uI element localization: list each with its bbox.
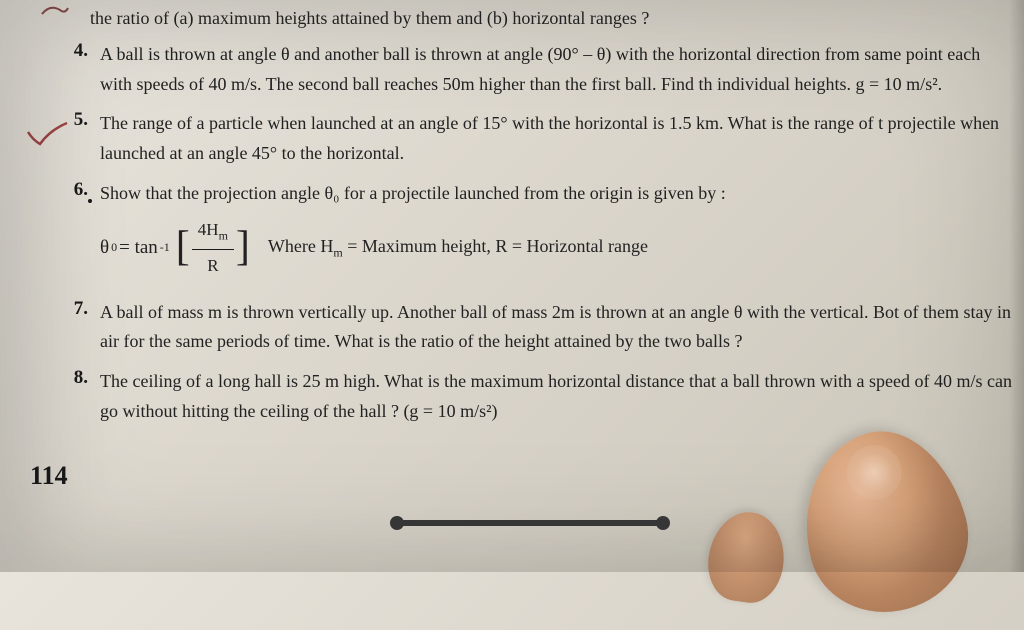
formula-tan: = tan	[119, 232, 158, 263]
question-7: 7. A ball of mass m is thrown vertically…	[60, 298, 1014, 357]
question-number: 6.	[60, 179, 100, 201]
formula-where-clause: Where Hm = Maximum height, R = Horizonta…	[268, 232, 648, 263]
divider-dot-right	[656, 516, 670, 530]
divider-line	[397, 520, 663, 526]
question-number: 5.	[60, 109, 100, 131]
section-divider-icon	[390, 516, 670, 530]
formula-theta-sub: 0	[111, 238, 117, 258]
textbook-page: the ratio of (a) maximum heights attaine…	[0, 0, 1024, 491]
question-text: Show that the projection angle θ₀ for a …	[100, 179, 1014, 288]
question-4: 4. A ball is thrown at angle θ and anoth…	[60, 40, 1014, 99]
formula-theta0: θ0 = tan-1 [ 4Hm R ] Where Hm = Maximum …	[100, 216, 1014, 279]
fraction-denominator: R	[201, 250, 224, 280]
question-number: 7.	[60, 298, 100, 320]
formula-theta: θ	[100, 232, 109, 263]
fraction-numerator: 4Hm	[192, 216, 234, 249]
formula-fraction: 4Hm R	[192, 216, 234, 279]
question-6-intro: Show that the projection angle θ₀ for a …	[100, 183, 726, 203]
question-6: 6. Show that the projection angle θ₀ for…	[60, 179, 1014, 288]
question-text: A ball of mass m is thrown vertically up…	[100, 298, 1014, 357]
question-number: 8.	[60, 367, 100, 389]
question-text: The ceiling of a long hall is 25 m high.…	[100, 367, 1014, 426]
question-5: 5. The range of a particle when launched…	[60, 109, 1014, 168]
finger-photo-element	[703, 507, 790, 607]
partial-question-3-tail: the ratio of (a) maximum heights attaine…	[90, 5, 1014, 32]
left-bracket-icon: [	[176, 231, 190, 265]
question-number: 4.	[60, 40, 100, 62]
question-text: The range of a particle when launched at…	[100, 109, 1014, 168]
page-curl-mark	[40, 2, 70, 22]
question-text: A ball is thrown at angle θ and another …	[100, 40, 1014, 99]
formula-bracket-group: [ 4Hm R ]	[176, 216, 250, 279]
right-bracket-icon: ]	[236, 231, 250, 265]
page-edge-shadow	[1009, 0, 1024, 572]
question-8: 8. The ceiling of a long hall is 25 m hi…	[60, 367, 1014, 426]
formula-inverse: -1	[160, 238, 170, 258]
